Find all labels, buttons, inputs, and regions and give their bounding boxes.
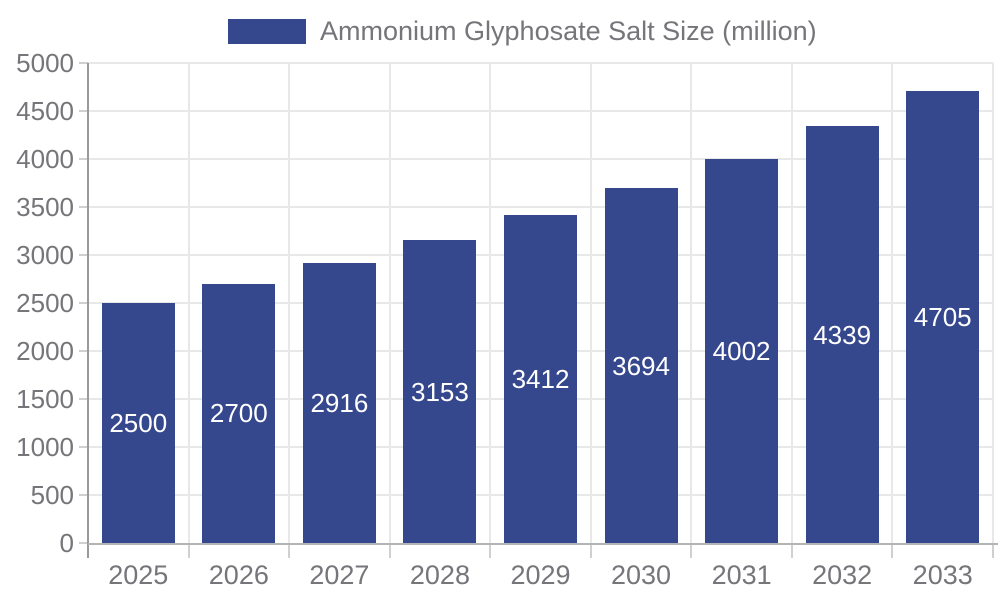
legend-swatch-icon (228, 19, 306, 44)
y-tick (79, 254, 88, 256)
x-axis-label: 2028 (409, 560, 470, 590)
bar-2033[interactable] (906, 91, 980, 543)
y-axis-label: 0 (59, 528, 74, 558)
x-tick (489, 543, 492, 558)
x-tick (187, 543, 190, 558)
bar-value-label: 3412 (511, 364, 570, 395)
bar-value-label: 4705 (913, 302, 972, 333)
bar-value-label: 4339 (813, 319, 872, 350)
bar-2029[interactable] (504, 215, 577, 543)
bar-value-label: 2916 (310, 388, 369, 419)
bar-2028[interactable] (403, 240, 477, 543)
x-axis-label: 2031 (711, 560, 772, 590)
x-tick (388, 543, 391, 558)
y-tick (79, 398, 88, 400)
x-axis-label: 2026 (208, 560, 269, 590)
y-tick (79, 350, 88, 352)
y-axis-label: 3500 (16, 192, 74, 222)
y-axis-label: 500 (30, 480, 74, 510)
y-axis-line (87, 63, 89, 558)
y-axis-label: 3000 (16, 240, 74, 270)
y-axis-label: 2000 (16, 336, 74, 366)
x-tick (891, 543, 894, 558)
y-tick (79, 302, 88, 304)
bar-2031[interactable] (705, 158, 779, 543)
y-axis-label: 5000 (16, 48, 74, 78)
y-axis-label: 2500 (16, 288, 74, 318)
bar-2027[interactable] (302, 263, 376, 543)
gridline-v (589, 63, 592, 543)
gridline-h (88, 110, 993, 112)
y-tick (79, 494, 88, 496)
gridline-v (388, 63, 391, 543)
x-tick (992, 543, 994, 558)
x-axis-line (88, 543, 998, 545)
gridline-v (187, 63, 190, 543)
bar-2026[interactable] (202, 283, 276, 543)
gridline-v (790, 63, 793, 543)
gridline-v (891, 63, 894, 543)
bar-value-label: 3153 (411, 376, 469, 407)
y-axis-label: 4500 (16, 96, 74, 126)
x-tick (790, 543, 793, 558)
gridline-v (992, 63, 994, 543)
gridline-h (88, 158, 993, 160)
y-tick (79, 158, 88, 160)
gridline-h (88, 206, 993, 208)
x-tick (589, 543, 592, 558)
bar-value-label: 4002 (712, 335, 771, 366)
y-axis-label: 1500 (16, 384, 74, 414)
y-tick (79, 62, 88, 64)
y-axis-label: 1000 (16, 432, 74, 462)
x-tick (288, 543, 291, 558)
bar-2025[interactable] (101, 303, 175, 543)
y-tick (79, 110, 88, 112)
bar-2032[interactable] (805, 126, 879, 543)
legend-item[interactable]: Ammonium Glyphosate Salt Size (million) (228, 17, 817, 46)
gridline-v (288, 63, 291, 543)
x-axis-label: 2027 (309, 560, 370, 590)
y-tick (79, 446, 88, 448)
gridline-v (690, 63, 693, 543)
y-axis-label: 4000 (16, 144, 74, 174)
x-axis-label: 2029 (510, 560, 571, 590)
x-axis-label: 2032 (812, 560, 873, 590)
gridline-v (489, 63, 492, 543)
legend-label: Ammonium Glyphosate Salt Size (million) (320, 16, 817, 46)
bar-value-label: 3694 (612, 350, 670, 381)
x-tick (690, 543, 693, 558)
bar-value-label: 2500 (109, 408, 168, 438)
x-axis-label: 2033 (912, 560, 973, 590)
y-tick (79, 542, 88, 544)
x-axis-label: 2030 (611, 560, 672, 590)
gridline-h (88, 62, 993, 64)
bar-2030[interactable] (604, 188, 678, 543)
bar-value-label: 2700 (209, 398, 268, 429)
x-axis-label: 2025 (108, 560, 169, 590)
y-tick (79, 206, 88, 208)
